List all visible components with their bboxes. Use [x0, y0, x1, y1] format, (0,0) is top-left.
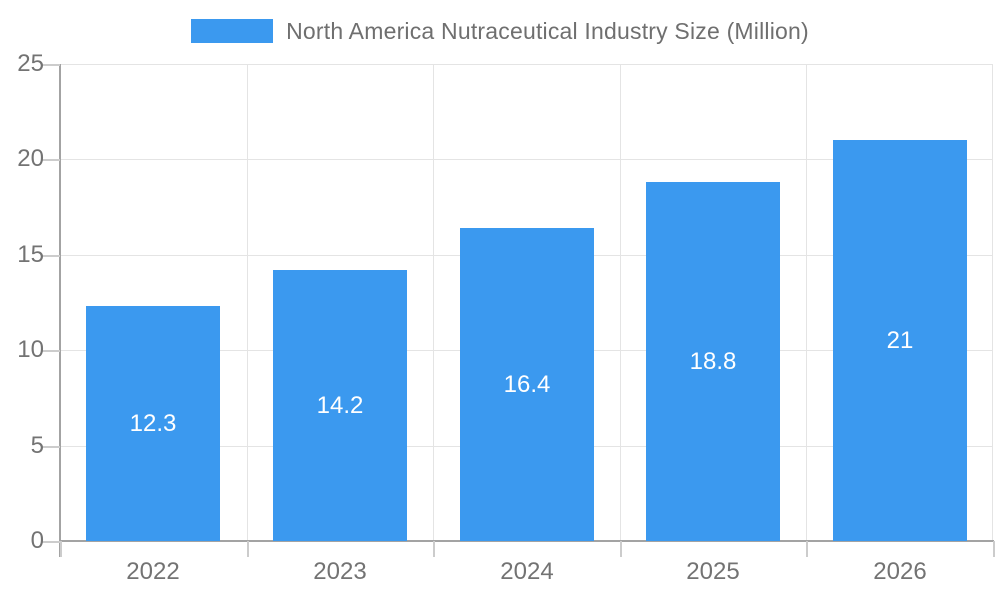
x-tick-label: 2022 [126, 558, 180, 585]
y-axis-tick [42, 446, 60, 448]
bar-value-label: 21 [886, 327, 914, 354]
bar-2025[interactable]: 18.8 [646, 182, 780, 541]
bar-2024[interactable]: 16.4 [460, 228, 594, 541]
y-tick-label: 20 [17, 145, 44, 172]
x-axis-line [59, 540, 994, 542]
y-axis-line [59, 64, 61, 557]
y-axis-tick [42, 255, 60, 257]
x-tick-label: 2023 [313, 558, 367, 585]
x-axis-tick [620, 541, 622, 557]
y-axis-tick [42, 350, 60, 352]
bar-value-label: 16.4 [503, 371, 551, 398]
y-tick-label: 25 [17, 50, 44, 77]
x-gridline [992, 64, 993, 541]
x-axis-tick [60, 541, 62, 557]
x-axis-tick [247, 541, 249, 557]
y-tick-label: 15 [17, 241, 44, 268]
x-tick-label: 2024 [500, 558, 554, 585]
y-axis-tick [42, 159, 60, 161]
legend[interactable]: North America Nutraceutical Industry Siz… [0, 14, 1000, 48]
y-gridline [60, 159, 993, 160]
x-tick-label: 2025 [686, 558, 740, 585]
y-axis-tick [42, 64, 60, 66]
bar-2022[interactable]: 12.3 [86, 306, 220, 541]
legend-swatch-icon [191, 19, 274, 43]
x-axis-tick [993, 541, 995, 557]
y-tick-label: 10 [17, 336, 44, 363]
y-tick-label: 0 [30, 527, 44, 554]
x-gridline [806, 64, 807, 541]
y-gridline [60, 64, 993, 65]
y-tick-label: 5 [30, 432, 44, 459]
bar-value-label: 18.8 [689, 348, 737, 375]
x-gridline [620, 64, 621, 541]
x-axis-tick [806, 541, 808, 557]
bar-2026[interactable]: 21 [833, 140, 967, 541]
bar-value-label: 12.3 [129, 410, 177, 437]
x-tick-label: 2026 [873, 558, 927, 585]
y-axis-tick [42, 541, 60, 543]
x-gridline [433, 64, 434, 541]
x-axis-tick [433, 541, 435, 557]
x-gridline [247, 64, 248, 541]
legend-label: North America Nutraceutical Industry Siz… [286, 17, 809, 44]
bar-2023[interactable]: 14.2 [273, 270, 407, 541]
bar-value-label: 14.2 [316, 392, 364, 419]
